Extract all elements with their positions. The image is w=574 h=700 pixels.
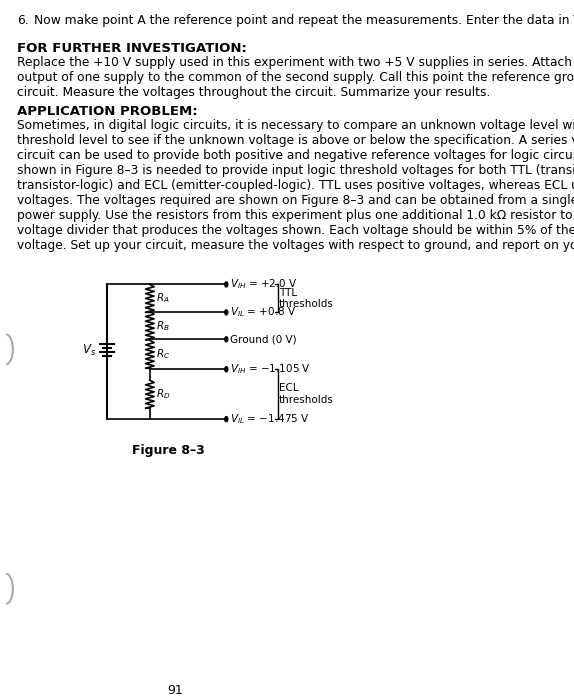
Text: $R_C$: $R_C$: [156, 347, 170, 361]
Text: 91: 91: [168, 684, 183, 696]
Text: $V_{IL}$ = +0.8 V: $V_{IL}$ = +0.8 V: [230, 305, 296, 319]
Text: Ground (0 V): Ground (0 V): [230, 335, 297, 344]
Text: Now make point A the reference point and repeat the measurements. Enter the data: Now make point A the reference point and…: [34, 14, 574, 27]
Text: $R_A$: $R_A$: [156, 291, 170, 305]
Circle shape: [225, 367, 228, 372]
Text: $V_{IH}$ = +2.0 V: $V_{IH}$ = +2.0 V: [230, 277, 298, 291]
Text: TTL
thresholds: TTL thresholds: [279, 288, 333, 309]
Text: $V_s$: $V_s$: [82, 343, 96, 358]
Text: 6.: 6.: [17, 14, 29, 27]
Text: $R_D$: $R_D$: [156, 387, 170, 401]
Text: Figure 8–3: Figure 8–3: [132, 444, 204, 457]
Circle shape: [225, 337, 228, 342]
Text: ECL
thresholds: ECL thresholds: [279, 384, 333, 405]
Text: Sometimes, in digital logic circuits, it is necessary to compare an unknown volt: Sometimes, in digital logic circuits, it…: [17, 119, 574, 252]
Circle shape: [225, 310, 228, 315]
Circle shape: [225, 416, 228, 421]
Text: $V_{IH}$ = −1.105 V: $V_{IH}$ = −1.105 V: [230, 363, 311, 376]
Circle shape: [225, 282, 228, 287]
Text: $V_{IL}$ = −1.475 V: $V_{IL}$ = −1.475 V: [230, 412, 309, 426]
Text: $R_B$: $R_B$: [156, 319, 170, 332]
Text: Replace the +10 V supply used in this experiment with two +5 V supplies in serie: Replace the +10 V supply used in this ex…: [17, 56, 574, 99]
Text: FOR FURTHER INVESTIGATION:: FOR FURTHER INVESTIGATION:: [17, 42, 247, 55]
Text: APPLICATION PROBLEM:: APPLICATION PROBLEM:: [17, 105, 198, 118]
